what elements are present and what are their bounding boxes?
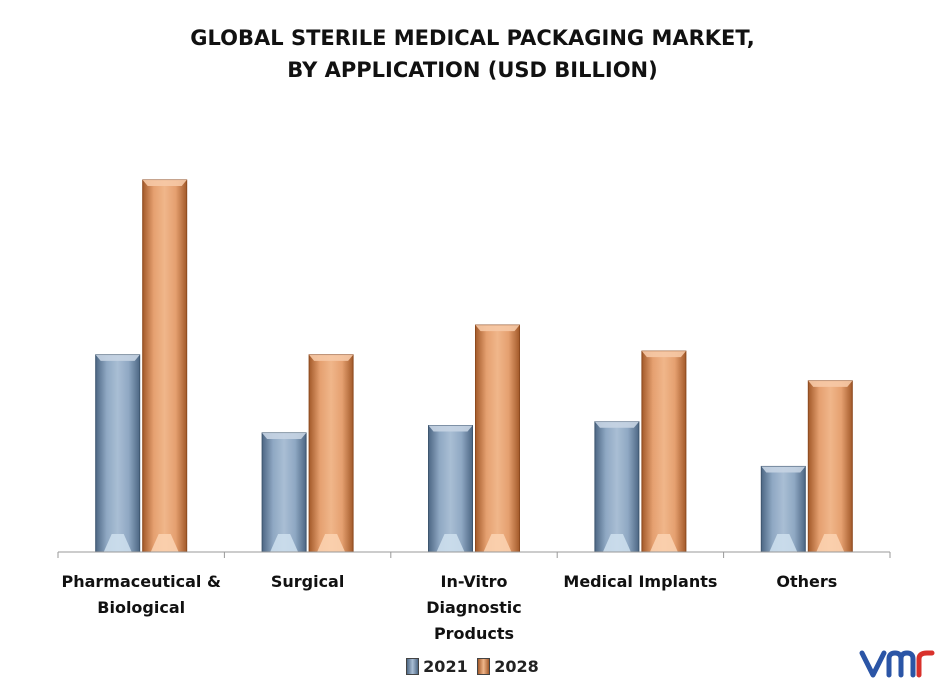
bar-bevel [142, 180, 187, 186]
vmr-logo-icon [859, 645, 935, 685]
x-tick-label-line: Diagnostic [426, 598, 522, 617]
bar-rect [428, 425, 473, 553]
bar-2028-0 [142, 179, 188, 553]
x-tick-label: Pharmaceutical & Biological [61, 572, 220, 617]
bar-rect [308, 354, 354, 553]
bar-2028-3 [641, 350, 687, 553]
x-tick-label-line: Biological [97, 598, 185, 617]
x-tick-label: Medical Implants [563, 572, 717, 591]
bar-rect [475, 324, 520, 553]
x-tick-label-line: Medical Implants [563, 572, 717, 591]
bar-2021-0 [95, 354, 141, 553]
bar-bevel [761, 466, 806, 473]
bar-bevel [95, 354, 140, 361]
bar-chart: Pharmaceutical & Biological Surgical In-Vit… [57, 179, 891, 643]
bar-highlight [436, 534, 465, 552]
chart-title: GLOBAL STERILE MEDICAL PACKAGING MARKET,… [0, 22, 945, 86]
x-tick-label-line: In-Vitro [441, 572, 508, 591]
bar-rect [142, 179, 188, 553]
bar-2021-2 [428, 425, 473, 553]
bar-2021-4 [760, 465, 806, 553]
bar-bevel [641, 351, 686, 358]
bars-layer [95, 179, 853, 553]
bar-2028-4 [807, 380, 853, 553]
legend-label-2028: 2028 [494, 657, 539, 676]
bar-bevel [309, 354, 354, 361]
legend-swatch-2028 [477, 658, 491, 675]
bar-rect [95, 354, 141, 553]
bar-bevel [594, 421, 639, 428]
bar-bevel [808, 380, 853, 387]
bar-highlight [103, 534, 132, 552]
x-tick-label-line: Products [434, 624, 514, 643]
legend-item-2028: 2028 [477, 657, 539, 676]
bar-bevel [428, 425, 473, 432]
legend-swatch-2021 [406, 658, 420, 675]
bar-highlight [483, 534, 512, 552]
bar-highlight [816, 534, 845, 552]
bar-rect [594, 421, 640, 553]
chart-title-line2: BY APPLICATION (USD BILLION) [287, 58, 658, 82]
bar-2028-2 [475, 324, 520, 553]
bar-bevel [262, 432, 307, 439]
x-axis [57, 551, 891, 558]
legend: 2021 2028 [0, 657, 945, 679]
x-tick-label: Others [776, 572, 837, 591]
bar-rect [807, 380, 853, 553]
x-tick-label-line: Others [776, 572, 837, 591]
bar-bevel [475, 325, 520, 332]
bar-2021-1 [261, 432, 307, 553]
x-tick-label: In-Vitro Diagnostic Products [426, 572, 522, 643]
bar-rect [641, 350, 687, 553]
bar-2021-3 [594, 421, 640, 553]
x-tick-label-line: Surgical [271, 572, 345, 591]
bar-highlight [602, 534, 631, 552]
legend-item-2021: 2021 [406, 657, 468, 676]
bar-highlight [649, 534, 678, 552]
chart-title-line1: GLOBAL STERILE MEDICAL PACKAGING MARKET, [190, 26, 755, 50]
bar-highlight [150, 534, 179, 552]
x-tick-labels: Pharmaceutical & Biological Surgical In-Vit… [61, 572, 837, 643]
x-tick-label: Surgical [271, 572, 345, 591]
x-tick-label-line: Pharmaceutical & [61, 572, 220, 591]
bar-highlight [270, 534, 299, 552]
bar-2028-1 [308, 354, 354, 553]
bar-highlight [769, 534, 798, 552]
bar-highlight [317, 534, 346, 552]
legend-label-2021: 2021 [423, 657, 468, 676]
